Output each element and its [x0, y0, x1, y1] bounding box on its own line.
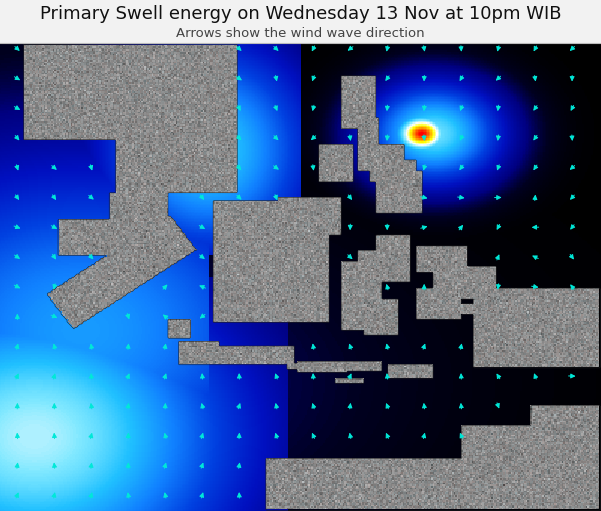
Text: Primary Swell energy on Wednesday 13 Nov at 10pm WIB: Primary Swell energy on Wednesday 13 Nov…: [40, 5, 561, 23]
Text: Arrows show the wind wave direction: Arrows show the wind wave direction: [176, 28, 425, 40]
